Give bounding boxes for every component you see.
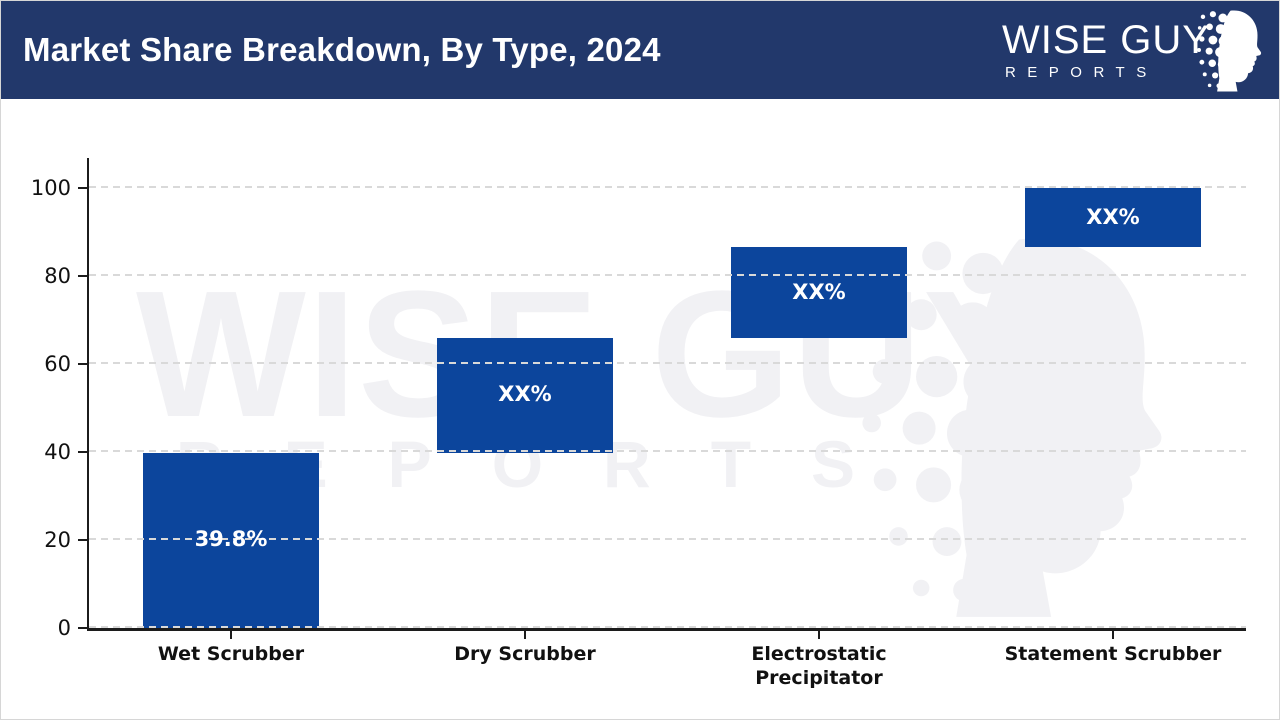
x-tick-label: Wet Scrubber — [157, 643, 305, 665]
bar-value-label: XX% — [1086, 204, 1140, 229]
bar — [1025, 188, 1201, 248]
wiseguy-head-logo-icon — [1197, 10, 1262, 92]
grid-line — [89, 450, 1246, 452]
x-axis-tick — [524, 631, 526, 639]
y-axis-spine — [87, 158, 89, 630]
y-axis-tick — [78, 627, 87, 629]
x-tick-label: Dry Scrubber — [454, 643, 596, 665]
x-tick-label: Statement Scrubber — [1004, 643, 1222, 665]
y-tick-label: 100 — [30, 176, 71, 200]
wise-guy-logo: WISE GUY REPORTS — [1002, 8, 1279, 92]
y-axis-tick — [78, 539, 87, 541]
y-tick-label: 20 — [44, 528, 71, 552]
wise-guy-logo-text: WISE GUY REPORTS — [1002, 20, 1210, 81]
y-tick-label: 60 — [44, 352, 71, 376]
grid-line — [89, 362, 1246, 364]
watermark-head-icon — [862, 238, 1162, 617]
y-axis-tick — [78, 363, 87, 365]
x-axis-tick — [230, 631, 232, 639]
bar-value-label: XX% — [498, 382, 552, 407]
logo-brand-text: WISE GUY — [1001, 17, 1210, 62]
bar-value-label: 39.8% — [194, 527, 268, 552]
grid-line — [89, 538, 1246, 540]
y-axis-tick — [78, 451, 87, 453]
y-tick-label: 80 — [44, 264, 71, 288]
plot-area: 0 20 40 60 80 100 39.8% XX% XX% XX% Wet Scrubber Dr… — [1, 99, 1279, 719]
y-tick-label: 40 — [44, 440, 71, 464]
bar-value-label: XX% — [792, 279, 846, 304]
logo-sub-text: REPORTS — [1004, 63, 1158, 81]
y-tick-label: 0 — [57, 616, 71, 640]
grid-line — [89, 186, 1246, 188]
grid-line — [89, 626, 1246, 628]
bar — [437, 337, 613, 453]
x-tick-label: Electrostatic Precipitator — [751, 643, 887, 689]
header-bar: Market Share Breakdown, By Type, 2024 WI… — [1, 1, 1279, 99]
y-axis-tick — [78, 275, 87, 277]
page-title: Market Share Breakdown, By Type, 2024 — [23, 31, 661, 68]
grid-line — [89, 274, 1246, 276]
bar — [143, 452, 319, 628]
x-axis-tick — [1112, 631, 1114, 639]
y-axis-tick — [78, 187, 87, 189]
bar — [731, 247, 907, 338]
x-axis-spine — [87, 628, 1246, 631]
chart-canvas: WISE GUY REPORTS 0 20 40 60 80 100 39.8% XX% XX%… — [1, 99, 1279, 719]
x-axis-tick — [818, 631, 820, 639]
